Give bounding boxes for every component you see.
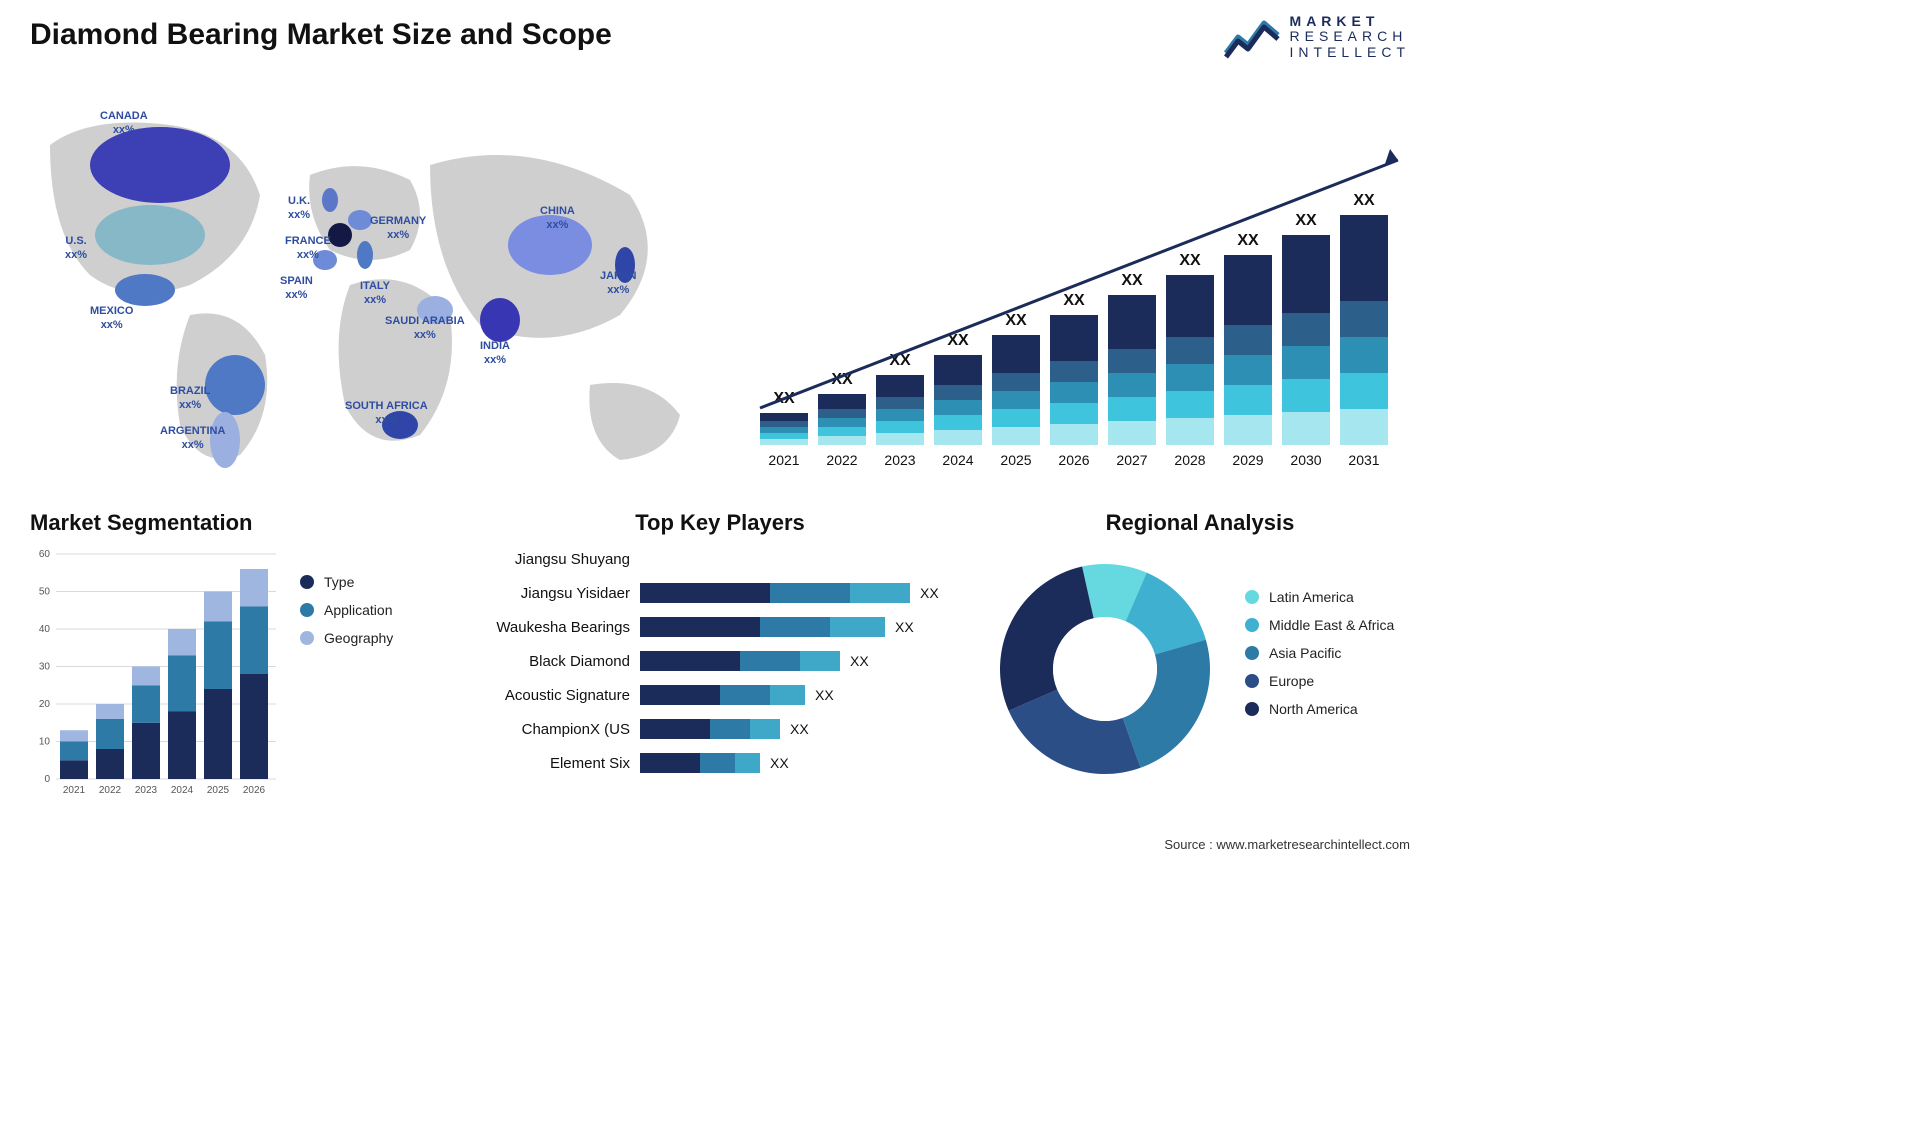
svg-text:XX: XX — [1005, 312, 1027, 329]
player-value: XX — [805, 687, 834, 703]
segmentation-legend: Type Application Geography — [300, 574, 393, 646]
svg-text:2023: 2023 — [135, 785, 158, 796]
player-name: Element Six — [470, 755, 640, 772]
market-size-chart: XX 2021 XX 2022 XX 2023 XX 2024 XX 2025 XX 2026 XX 20… — [750, 85, 1410, 485]
player-row: Waukesha Bearings XX — [470, 612, 970, 642]
players-panel: Top Key Players Jiangsu Shuyang Jiangsu Y… — [470, 510, 970, 810]
svg-text:XX: XX — [1353, 192, 1375, 209]
svg-text:50: 50 — [39, 587, 51, 598]
svg-text:2029: 2029 — [1232, 452, 1263, 468]
player-value: XX — [885, 619, 914, 635]
svg-text:2025: 2025 — [207, 785, 230, 796]
svg-text:2022: 2022 — [826, 452, 857, 468]
player-bar — [640, 685, 805, 705]
player-name: Jiangsu Yisidaer — [470, 585, 640, 602]
player-row: Element Six XX — [470, 748, 970, 778]
regional-legend-item: Latin America — [1245, 589, 1410, 605]
player-name: ChampionX (US — [470, 721, 640, 738]
svg-text:2026: 2026 — [1058, 452, 1089, 468]
player-value: XX — [840, 653, 869, 669]
svg-text:20: 20 — [39, 699, 51, 710]
map-label-china: CHINAxx% — [540, 205, 575, 233]
logo-text-1: MARKET — [1290, 14, 1410, 29]
regional-panel: Regional Analysis Latin America Middle Ea… — [990, 510, 1410, 810]
player-row: Acoustic Signature XX — [470, 680, 970, 710]
svg-text:2026: 2026 — [243, 785, 266, 796]
logo-text-3: INTELLECT — [1290, 45, 1410, 60]
svg-text:2031: 2031 — [1348, 452, 1379, 468]
player-row: ChampionX (US XX — [470, 714, 970, 744]
player-name: Acoustic Signature — [470, 687, 640, 704]
map-label-canada: CANADAxx% — [100, 110, 148, 138]
svg-text:2023: 2023 — [884, 452, 915, 468]
svg-text:2022: 2022 — [99, 785, 122, 796]
segmentation-title: Market Segmentation — [30, 510, 450, 536]
svg-text:2025: 2025 — [1000, 452, 1031, 468]
map-label-italy: ITALYxx% — [360, 280, 390, 308]
svg-text:XX: XX — [1237, 232, 1259, 249]
segmentation-legend-item: Geography — [300, 630, 393, 646]
segmentation-legend-item: Application — [300, 602, 393, 618]
map-label-japan: JAPANxx% — [600, 270, 636, 298]
player-bar — [640, 617, 885, 637]
player-value: XX — [780, 721, 809, 737]
svg-text:2021: 2021 — [63, 785, 86, 796]
map-label-argentina: ARGENTINAxx% — [160, 425, 225, 453]
svg-text:2024: 2024 — [942, 452, 973, 468]
svg-text:40: 40 — [39, 624, 51, 635]
player-value: XX — [910, 585, 939, 601]
segmentation-panel: Market Segmentation 0 10 20 30 40 50 60 2021 202… — [30, 510, 450, 810]
regional-legend-item: Middle East & Africa — [1245, 617, 1410, 633]
player-bar — [640, 719, 780, 739]
svg-text:2027: 2027 — [1116, 452, 1147, 468]
player-value: XX — [760, 755, 789, 771]
brand-logo: MARKET RESEARCH INTELLECT — [1224, 14, 1410, 60]
map-label-mexico: MEXICOxx% — [90, 305, 133, 333]
map-label-germany: GERMANYxx% — [370, 215, 426, 243]
map-label-brazil: BRAZILxx% — [170, 385, 210, 413]
player-row: Jiangsu Yisidaer XX — [470, 578, 970, 608]
svg-text:2024: 2024 — [171, 785, 194, 796]
logo-text-2: RESEARCH — [1290, 29, 1410, 44]
segmentation-legend-item: Type — [300, 574, 393, 590]
regional-legend-item: Europe — [1245, 673, 1410, 689]
players-title: Top Key Players — [470, 510, 970, 536]
map-label-spain: SPAINxx% — [280, 275, 313, 303]
page-title: Diamond Bearing Market Size and Scope — [30, 18, 612, 52]
svg-text:10: 10 — [39, 737, 51, 748]
svg-text:XX: XX — [1295, 212, 1317, 229]
svg-text:XX: XX — [1063, 292, 1085, 309]
player-row: Jiangsu Shuyang — [470, 544, 970, 574]
regional-legend-item: Asia Pacific — [1245, 645, 1410, 661]
player-name: Black Diamond — [470, 653, 640, 670]
world-map: CANADAxx% U.S.xx% MEXICOxx% BRAZILxx% ARGENT… — [30, 85, 710, 485]
map-label-u-s-: U.S.xx% — [65, 235, 87, 263]
svg-text:0: 0 — [44, 774, 50, 785]
map-label-france: FRANCExx% — [285, 235, 331, 263]
player-row: Black Diamond XX — [470, 646, 970, 676]
svg-text:2021: 2021 — [768, 452, 799, 468]
player-name: Jiangsu Shuyang — [470, 551, 640, 568]
logo-mark-icon — [1224, 15, 1280, 59]
player-bar — [640, 583, 910, 603]
player-name: Waukesha Bearings — [470, 619, 640, 636]
svg-text:2030: 2030 — [1290, 452, 1321, 468]
svg-text:XX: XX — [1179, 252, 1201, 269]
regional-legend-item: North America — [1245, 701, 1410, 717]
map-label-saudi-arabia: SAUDI ARABIAxx% — [385, 315, 465, 343]
regional-legend: Latin America Middle East & Africa Asia Pa… — [1245, 589, 1410, 729]
regional-title: Regional Analysis — [990, 510, 1410, 536]
source-text: Source : www.marketresearchintellect.com — [1164, 837, 1410, 852]
svg-text:XX: XX — [1121, 272, 1143, 289]
svg-text:30: 30 — [39, 662, 51, 673]
svg-text:60: 60 — [39, 549, 51, 560]
map-label-india: INDIAxx% — [480, 340, 510, 368]
map-label-south-africa: SOUTH AFRICAxx% — [345, 400, 428, 428]
player-bar — [640, 651, 840, 671]
svg-text:2028: 2028 — [1174, 452, 1205, 468]
player-bar — [640, 753, 760, 773]
map-label-u-k-: U.K.xx% — [288, 195, 310, 223]
